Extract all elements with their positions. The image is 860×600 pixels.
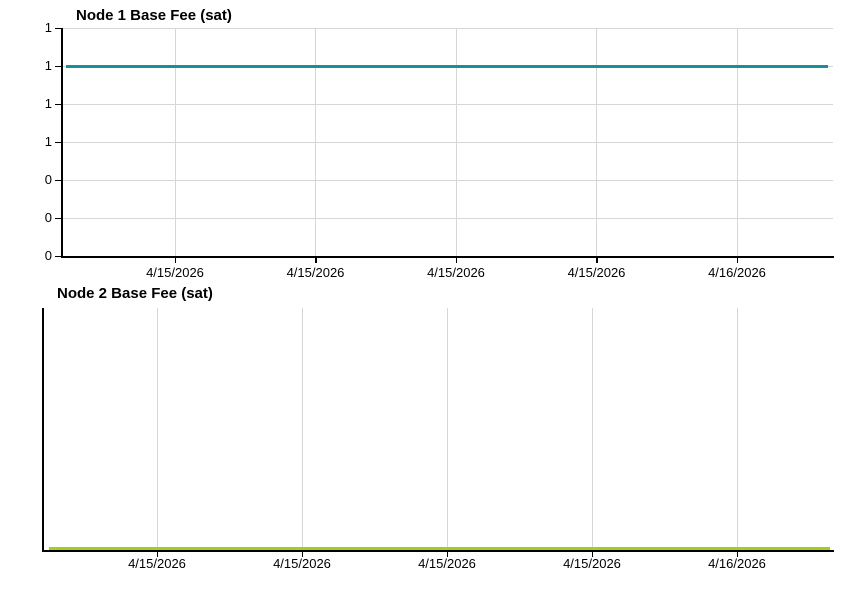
x-axis-tick	[596, 258, 598, 263]
y-axis-line	[42, 308, 44, 552]
y-axis-tick-label: 1	[44, 134, 52, 149]
v-gridline	[736, 308, 738, 550]
h-gridline	[62, 103, 833, 105]
x-axis-tick-label: 4/16/2026	[708, 556, 766, 571]
x-axis-tick	[736, 552, 738, 557]
x-axis-tick-label: 4/15/2026	[286, 265, 345, 280]
x-axis-tick	[591, 552, 593, 557]
x-axis-tick-label: 4/15/2026	[427, 265, 485, 280]
x-axis-tick-label: 4/15/2026	[567, 265, 626, 280]
x-axis-tick-label: 4/15/2026	[128, 556, 186, 571]
h-gridline	[62, 179, 833, 181]
y-axis-tick	[55, 179, 62, 181]
v-gridline	[446, 308, 448, 550]
x-axis-tick	[446, 552, 448, 557]
v-gridline	[156, 308, 158, 550]
x-axis-tick-label: 4/15/2026	[418, 556, 476, 571]
v-gridline	[736, 28, 738, 256]
x-axis-tick	[301, 552, 303, 557]
v-gridline	[174, 28, 176, 256]
h-gridline	[62, 217, 833, 219]
x-axis-tick	[174, 258, 176, 263]
x-axis-line	[42, 550, 834, 552]
series-line-node-1	[66, 64, 828, 68]
y-axis-tick	[55, 217, 62, 219]
chart-2-title: Node 2 Base Fee (sat)	[57, 285, 213, 302]
h-gridline	[62, 141, 833, 143]
y-axis-tick	[55, 103, 62, 105]
v-gridline	[455, 28, 457, 256]
x-axis-tick-label: 4/15/2026	[563, 556, 621, 571]
y-axis-tick	[55, 27, 62, 29]
y-axis-tick	[55, 65, 62, 67]
v-gridline	[301, 308, 303, 550]
y-axis-tick	[55, 141, 62, 143]
x-axis-tick	[736, 258, 738, 263]
h-gridline	[62, 27, 833, 29]
x-axis-line	[61, 256, 834, 258]
x-axis-tick-label: 4/15/2026	[273, 556, 331, 571]
y-axis-tick	[55, 255, 62, 257]
y-axis-tick-label: 1	[44, 20, 52, 35]
y-axis-tick-label: 0	[44, 172, 52, 187]
y-axis-tick-label: 0	[44, 210, 52, 225]
chart-1-title: Node 1 Base Fee (sat)	[76, 7, 232, 24]
v-gridline	[591, 308, 593, 550]
v-gridline	[315, 28, 316, 256]
x-axis-tick-label: 4/15/2026	[146, 265, 204, 280]
x-axis-tick-label: 4/16/2026	[708, 265, 766, 280]
series-line-node-2	[49, 547, 830, 550]
x-axis-tick	[455, 258, 457, 263]
x-axis-tick	[315, 258, 317, 263]
y-axis-tick-label: 1	[44, 58, 52, 73]
y-axis-tick-label: 1	[44, 96, 52, 111]
y-axis-line	[61, 28, 63, 258]
y-axis-tick-label: 0	[44, 248, 52, 263]
v-gridline	[596, 28, 597, 256]
x-axis-tick	[156, 552, 158, 557]
